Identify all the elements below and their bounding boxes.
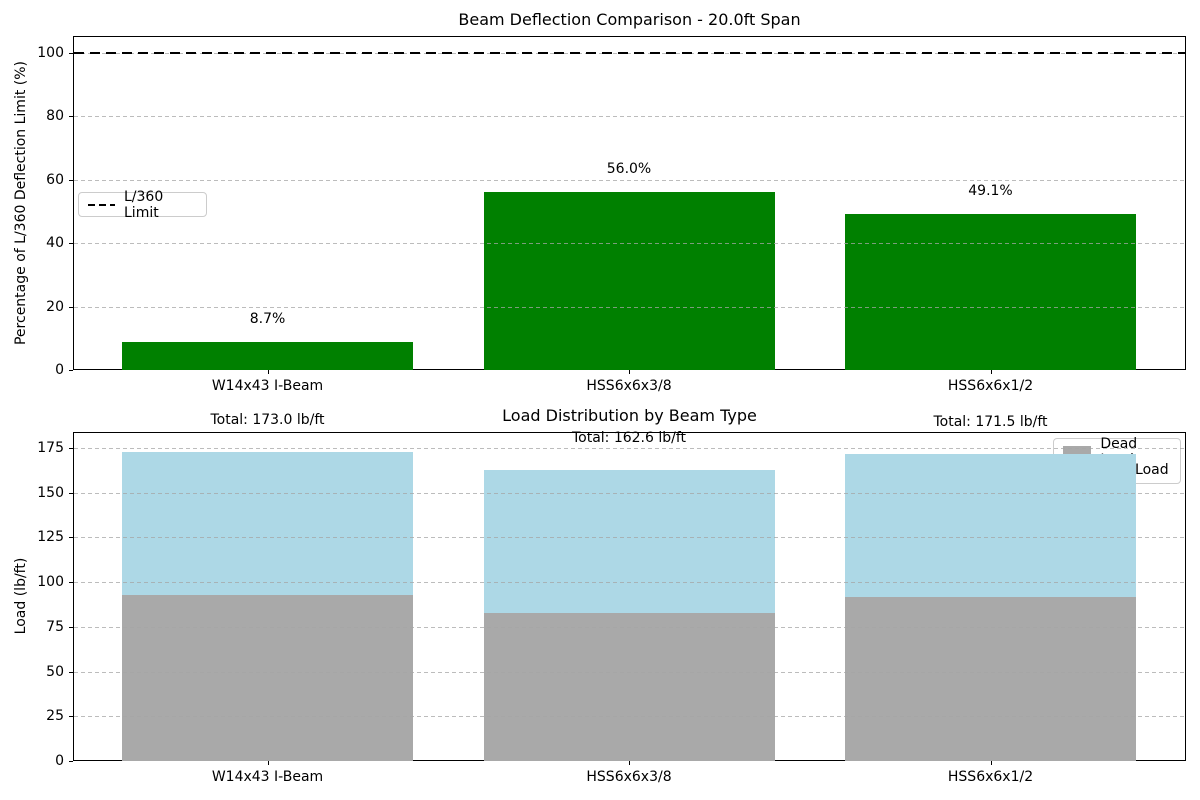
y-tick-mark [69, 370, 73, 371]
gridline [74, 716, 1185, 718]
y-tick-mark [69, 179, 73, 181]
legend-label: L/360 Limit [124, 188, 164, 221]
gridline [74, 671, 1185, 673]
legend: L/360 Limit [78, 189, 207, 221]
x-tick-mark [990, 761, 992, 765]
y-tick-label: 100 [37, 574, 64, 591]
x-tick-label: HSS6x6x1/2 [947, 378, 1034, 394]
bar-segment-live-load [483, 470, 775, 614]
y-tick-label: 150 [37, 484, 64, 501]
gridline [74, 116, 1185, 118]
bar-value-label: 8.7% [249, 311, 286, 328]
x-tick-label: HSS6x6x1/2 [947, 769, 1034, 785]
bar [122, 342, 413, 370]
gridline [74, 626, 1185, 628]
bar-segment-dead-load [122, 594, 413, 761]
total-label: Total: 171.5 lb/ft [933, 414, 1048, 431]
y-tick-mark [69, 447, 73, 449]
y-tick-mark [69, 761, 73, 762]
bar-segment-live-load [845, 454, 1136, 598]
y-tick-label: 0 [55, 753, 64, 769]
total-label: Total: 162.6 lb/ft [571, 430, 687, 447]
y-tick-mark [69, 116, 73, 118]
x-tick-mark [629, 761, 630, 765]
x-tick-mark [990, 370, 992, 374]
x-tick-label: HSS6x6x3/8 [586, 378, 672, 394]
y-tick-label: 175 [37, 439, 64, 456]
y-tick-label: 75 [46, 618, 64, 635]
y-tick-label: 50 [46, 663, 64, 680]
y-tick-mark [69, 306, 73, 308]
bar-segment-dead-load [483, 613, 775, 761]
y-tick-mark [69, 626, 73, 628]
gridline [74, 243, 1185, 245]
y-tick-label: 0 [55, 362, 64, 378]
y-tick-label: 60 [46, 171, 64, 188]
bar-segment-live-load [122, 451, 413, 595]
y-tick-label: 25 [46, 708, 64, 725]
x-tick-mark [267, 761, 269, 765]
gridline [74, 447, 1185, 449]
y-tick-label: 125 [37, 529, 64, 546]
bar [845, 214, 1136, 370]
gridline [74, 179, 1185, 181]
x-tick-label: W14x43 I-Beam [211, 769, 324, 785]
gridline [74, 306, 1185, 308]
gridline [74, 582, 1185, 584]
y-tick-mark [69, 671, 73, 673]
bar-value-label: 49.1% [968, 183, 1013, 200]
y-tick-mark [69, 243, 73, 245]
y-tick-label: 20 [46, 298, 64, 315]
y-tick-mark [69, 492, 73, 494]
bar [483, 192, 775, 370]
gridline [74, 537, 1185, 539]
y-tick-mark [69, 53, 73, 54]
chart-title: Load Distribution by Beam Type [502, 406, 757, 425]
dashed-line-sample [88, 203, 115, 206]
bar-value-label: 56.0% [606, 161, 652, 178]
y-tick-label: 40 [46, 235, 64, 252]
x-tick-label: W14x43 I-Beam [211, 378, 324, 394]
y-tick-mark [69, 537, 73, 539]
y-tick-mark [69, 716, 73, 718]
total-label: Total: 173.0 lb/ft [210, 411, 325, 428]
x-tick-label: HSS6x6x3/8 [586, 769, 672, 785]
y-tick-label: 100 [37, 45, 64, 61]
gridline [74, 492, 1185, 494]
x-tick-mark [629, 370, 630, 374]
x-tick-mark [267, 370, 269, 374]
bar-segment-dead-load [845, 597, 1136, 761]
chart-title: Beam Deflection Comparison - 20.0ft Span [458, 10, 801, 29]
reference-line [74, 52, 1185, 54]
y-tick-label: 80 [46, 108, 64, 125]
y-tick-mark [69, 582, 73, 584]
